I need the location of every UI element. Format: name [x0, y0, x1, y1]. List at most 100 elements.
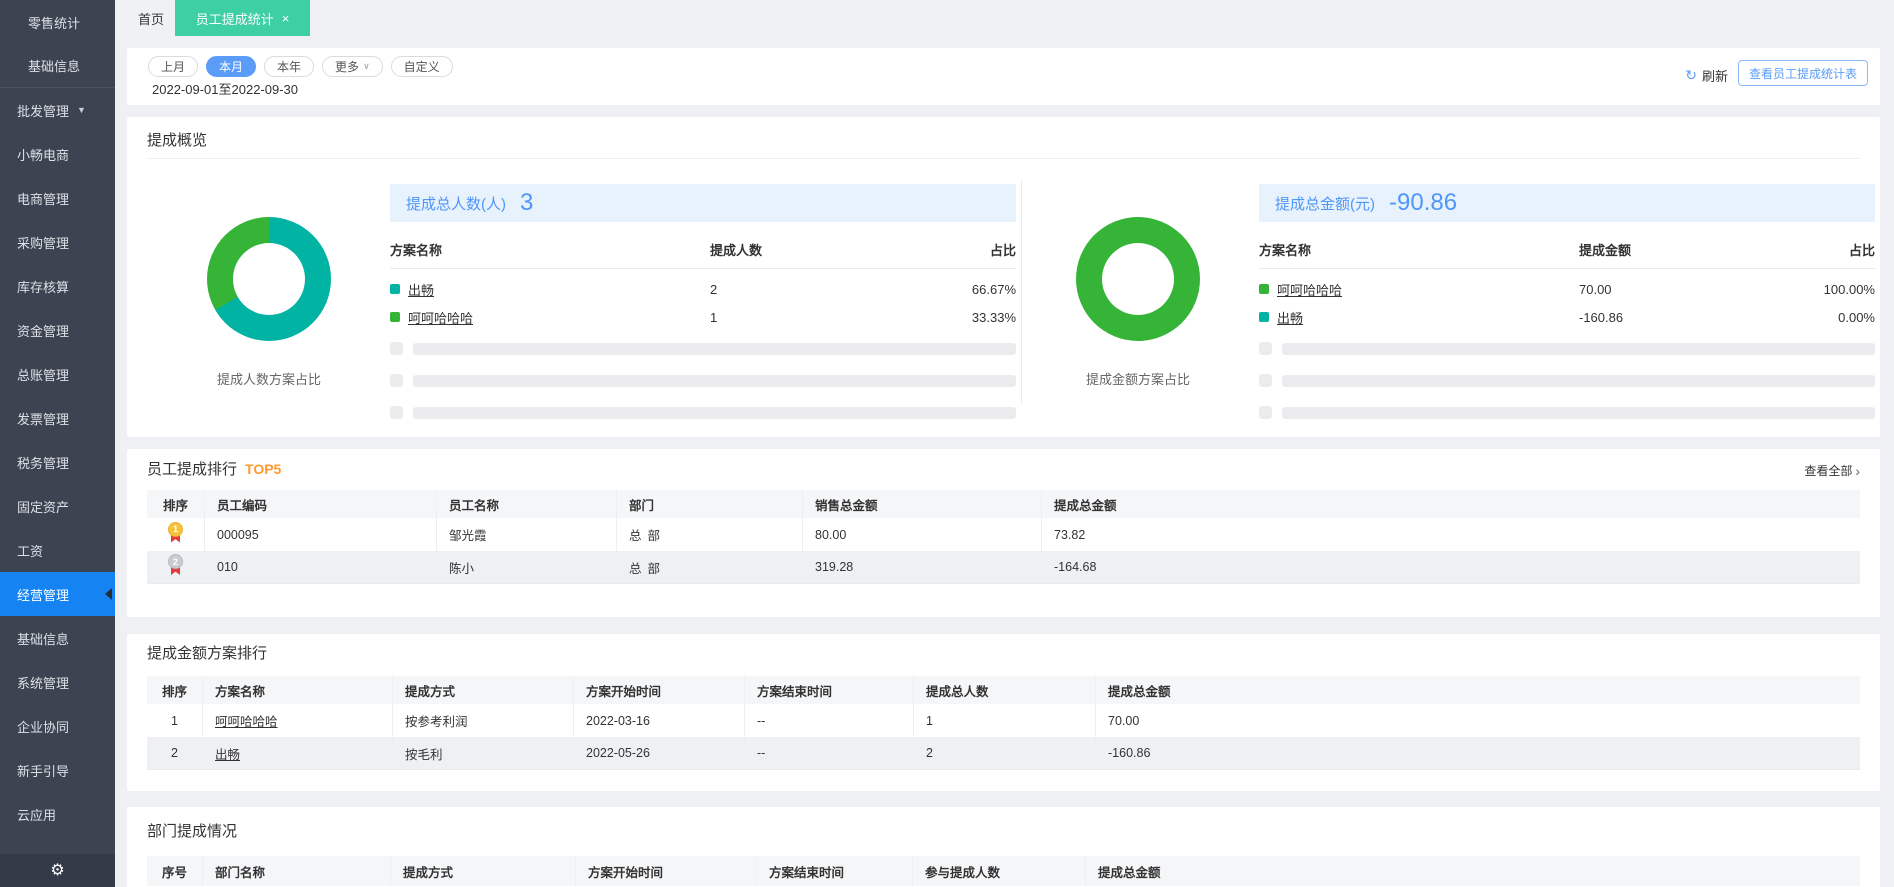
skeleton-row: [390, 335, 1016, 362]
vertical-divider: [1021, 180, 1022, 405]
pill-last-month[interactable]: 上月: [148, 56, 199, 77]
sidebar-item-business-management[interactable]: 经营管理: [0, 572, 115, 616]
legend-row: 出畅 -160.86 0.00%: [1259, 303, 1875, 331]
sidebar-item-system[interactable]: 系统管理: [17, 675, 70, 691]
plan-ranking-title: 提成金额方案排行: [147, 645, 268, 662]
people-legend-header: 方案名称 提成人数 占比: [390, 240, 1016, 269]
refresh-button[interactable]: ↻ 刷新: [1685, 67, 1728, 84]
skeleton-row: [390, 399, 1016, 426]
overview-title: 提成概览: [147, 132, 208, 149]
view-commission-report-button[interactable]: 查看员工提成统计表: [1737, 60, 1868, 86]
table-row: 1 呵呵哈哈哈 按参考利润 2022-03-16 -- 1 70.00: [147, 704, 1860, 737]
view-all-link[interactable]: 查看全部 ›: [1804, 462, 1860, 479]
amount-stat-value: -90.86: [1389, 189, 1458, 216]
pill-this-month[interactable]: 本月: [206, 56, 257, 77]
legend-row: 出畅 2 66.67%: [390, 275, 1016, 303]
table-row: 1 000095 邹光霞 总部 80.00 73.82: [147, 518, 1860, 551]
sidebar: 零售统计 基础信息 批发管理 ▼ 小畅电商 电商管理 采购管理 库存核算 资金管理…: [0, 0, 115, 887]
tab-bar: 首页 员工提成统计 ×: [115, 0, 1894, 36]
people-panel: 提成总人数(人) 3 方案名称 提成人数 占比 出畅 2 66.67% 呵呵哈哈…: [390, 184, 1016, 426]
amount-donut-chart: [1076, 217, 1200, 341]
top5-badge: TOP5: [245, 461, 282, 477]
chevron-left-icon: [105, 588, 112, 600]
sidebar-item-funds[interactable]: 资金管理: [17, 323, 70, 339]
sidebar-item-cloud-apps[interactable]: 云应用: [17, 807, 57, 823]
people-stat-value: 3: [520, 189, 534, 216]
department-commission-card: 部门提成情况 序号 部门名称 提成方式 方案开始时间 方案结束时间 参与提成人数…: [127, 807, 1880, 887]
sidebar-item-fixed-assets[interactable]: 固定资产: [17, 499, 70, 515]
sidebar-item-wholesale[interactable]: 批发管理 ▼: [17, 103, 86, 119]
sidebar-item-collaboration[interactable]: 企业协同: [17, 719, 70, 735]
employee-ranking-table: 排序 员工编码 员工名称 部门 销售总金额 提成总金额 1 000095 邹光霞…: [147, 490, 1860, 584]
pill-this-year[interactable]: 本年: [264, 56, 315, 77]
sidebar-item-payroll[interactable]: 工资: [17, 543, 44, 559]
skeleton-row: [1259, 399, 1875, 426]
filter-card: 上月 本月 本年 更多 ∨ 自定义 2022-09-01至2022-09-30 ↻…: [127, 48, 1880, 105]
employee-ranking-card: 员工提成排行 TOP5 查看全部 › 排序 员工编码 员工名称 部门 销售总金额 …: [127, 449, 1880, 617]
series-color-swatch: [1259, 284, 1269, 294]
department-table: 序号 部门名称 提成方式 方案开始时间 方案结束时间 参与提成人数 提成总金额: [147, 856, 1860, 886]
series-color-swatch: [1259, 312, 1269, 322]
date-range-label: 2022-09-01至2022-09-30: [152, 82, 298, 97]
sidebar-item-beginner-guide[interactable]: 新手引导: [17, 763, 70, 779]
tab-home[interactable]: 首页: [138, 11, 165, 27]
pill-more[interactable]: 更多 ∨: [322, 56, 383, 77]
plan-link[interactable]: 呵呵哈哈哈: [1277, 282, 1343, 298]
plan-link[interactable]: 出畅: [215, 747, 241, 762]
table-header: 序号 部门名称 提成方式 方案开始时间 方案结束时间 参与提成人数 提成总金额: [147, 856, 1860, 886]
plan-link[interactable]: 出畅: [1277, 310, 1304, 326]
sidebar-item-general-ledger[interactable]: 总账管理: [17, 367, 70, 383]
tab-employee-commission-stats[interactable]: 员工提成统计 ×: [175, 0, 310, 36]
plan-ranking-card: 提成金额方案排行 排序 方案名称 提成方式 方案开始时间 方案结束时间 提成总人…: [127, 634, 1880, 791]
plan-ranking-table: 排序 方案名称 提成方式 方案开始时间 方案结束时间 提成总人数 提成总金额 1…: [147, 676, 1860, 770]
series-color-swatch: [390, 284, 400, 294]
sidebar-item-basic-info-top[interactable]: 基础信息: [0, 44, 115, 88]
table-header: 排序 员工编码 员工名称 部门 销售总金额 提成总金额: [147, 490, 1860, 518]
chevron-down-icon: ∨: [363, 61, 370, 71]
plan-link[interactable]: 出畅: [408, 282, 435, 298]
sidebar-item-ecommerce[interactable]: 电商管理: [17, 191, 70, 207]
sidebar-item-tax[interactable]: 税务管理: [17, 455, 70, 471]
pill-custom[interactable]: 自定义: [390, 56, 453, 77]
sidebar-item-retail-stats[interactable]: 零售统计: [28, 15, 81, 31]
sidebar-item-purchasing[interactable]: 采购管理: [17, 235, 70, 251]
people-donut-label: 提成人数方案占比: [216, 372, 321, 387]
table-row: 2 出畅 按毛利 2022-05-26 -- 2 -160.86: [147, 737, 1860, 770]
silver-medal-icon: 2: [167, 554, 184, 575]
series-color-swatch: [390, 312, 400, 322]
sidebar-item-invoice[interactable]: 发票管理: [17, 411, 70, 427]
date-filter-pills: 上月 本月 本年 更多 ∨ 自定义: [148, 56, 453, 77]
amount-stat-box: 提成总金额(元) -90.86: [1259, 184, 1875, 222]
plan-link[interactable]: 呵呵哈哈哈: [215, 715, 278, 729]
people-stat-box: 提成总人数(人) 3: [390, 184, 1016, 222]
refresh-icon: ↻: [1685, 67, 1697, 83]
amount-panel: 提成总金额(元) -90.86 方案名称 提成金额 占比 呵呵哈哈哈 70.00…: [1259, 184, 1875, 426]
chevron-down-icon: ▼: [77, 105, 86, 115]
people-donut-chart: [207, 217, 331, 341]
sidebar-footer: ⚙: [0, 854, 115, 887]
sidebar-item-inventory[interactable]: 库存核算: [17, 279, 70, 295]
gold-medal-icon: 1: [167, 521, 184, 543]
commission-overview-card: 提成概览 提成人数方案占比 提成总人数(人) 3 方案名称 提成人数 占比 出畅…: [127, 117, 1880, 437]
sidebar-item-xiaochang-ecom[interactable]: 小畅电商: [17, 147, 70, 163]
amount-legend-header: 方案名称 提成金额 占比: [1259, 240, 1875, 269]
employee-ranking-title: 员工提成排行 TOP5: [147, 461, 282, 478]
chevron-right-icon: ›: [1855, 462, 1860, 479]
skeleton-row: [1259, 335, 1875, 362]
skeleton-row: [1259, 367, 1875, 394]
gear-icon[interactable]: ⚙: [50, 861, 65, 879]
amount-donut-label: 提成金额方案占比: [1085, 372, 1190, 387]
close-icon[interactable]: ×: [281, 10, 290, 26]
plan-link[interactable]: 呵呵哈哈哈: [408, 310, 474, 326]
table-row: 2 010 陈小 总部 319.28 -164.68: [147, 551, 1860, 584]
skeleton-row: [390, 367, 1016, 394]
legend-row: 呵呵哈哈哈 1 33.33%: [390, 303, 1016, 331]
legend-row: 呵呵哈哈哈 70.00 100.00%: [1259, 275, 1875, 303]
people-stat-label: 提成总人数(人): [406, 195, 506, 213]
department-title: 部门提成情况: [147, 823, 238, 840]
sidebar-item-basic-info[interactable]: 基础信息: [17, 631, 70, 647]
table-header: 排序 方案名称 提成方式 方案开始时间 方案结束时间 提成总人数 提成总金额: [147, 676, 1860, 704]
amount-stat-label: 提成总金额(元): [1275, 195, 1375, 213]
divider: [147, 158, 1860, 159]
